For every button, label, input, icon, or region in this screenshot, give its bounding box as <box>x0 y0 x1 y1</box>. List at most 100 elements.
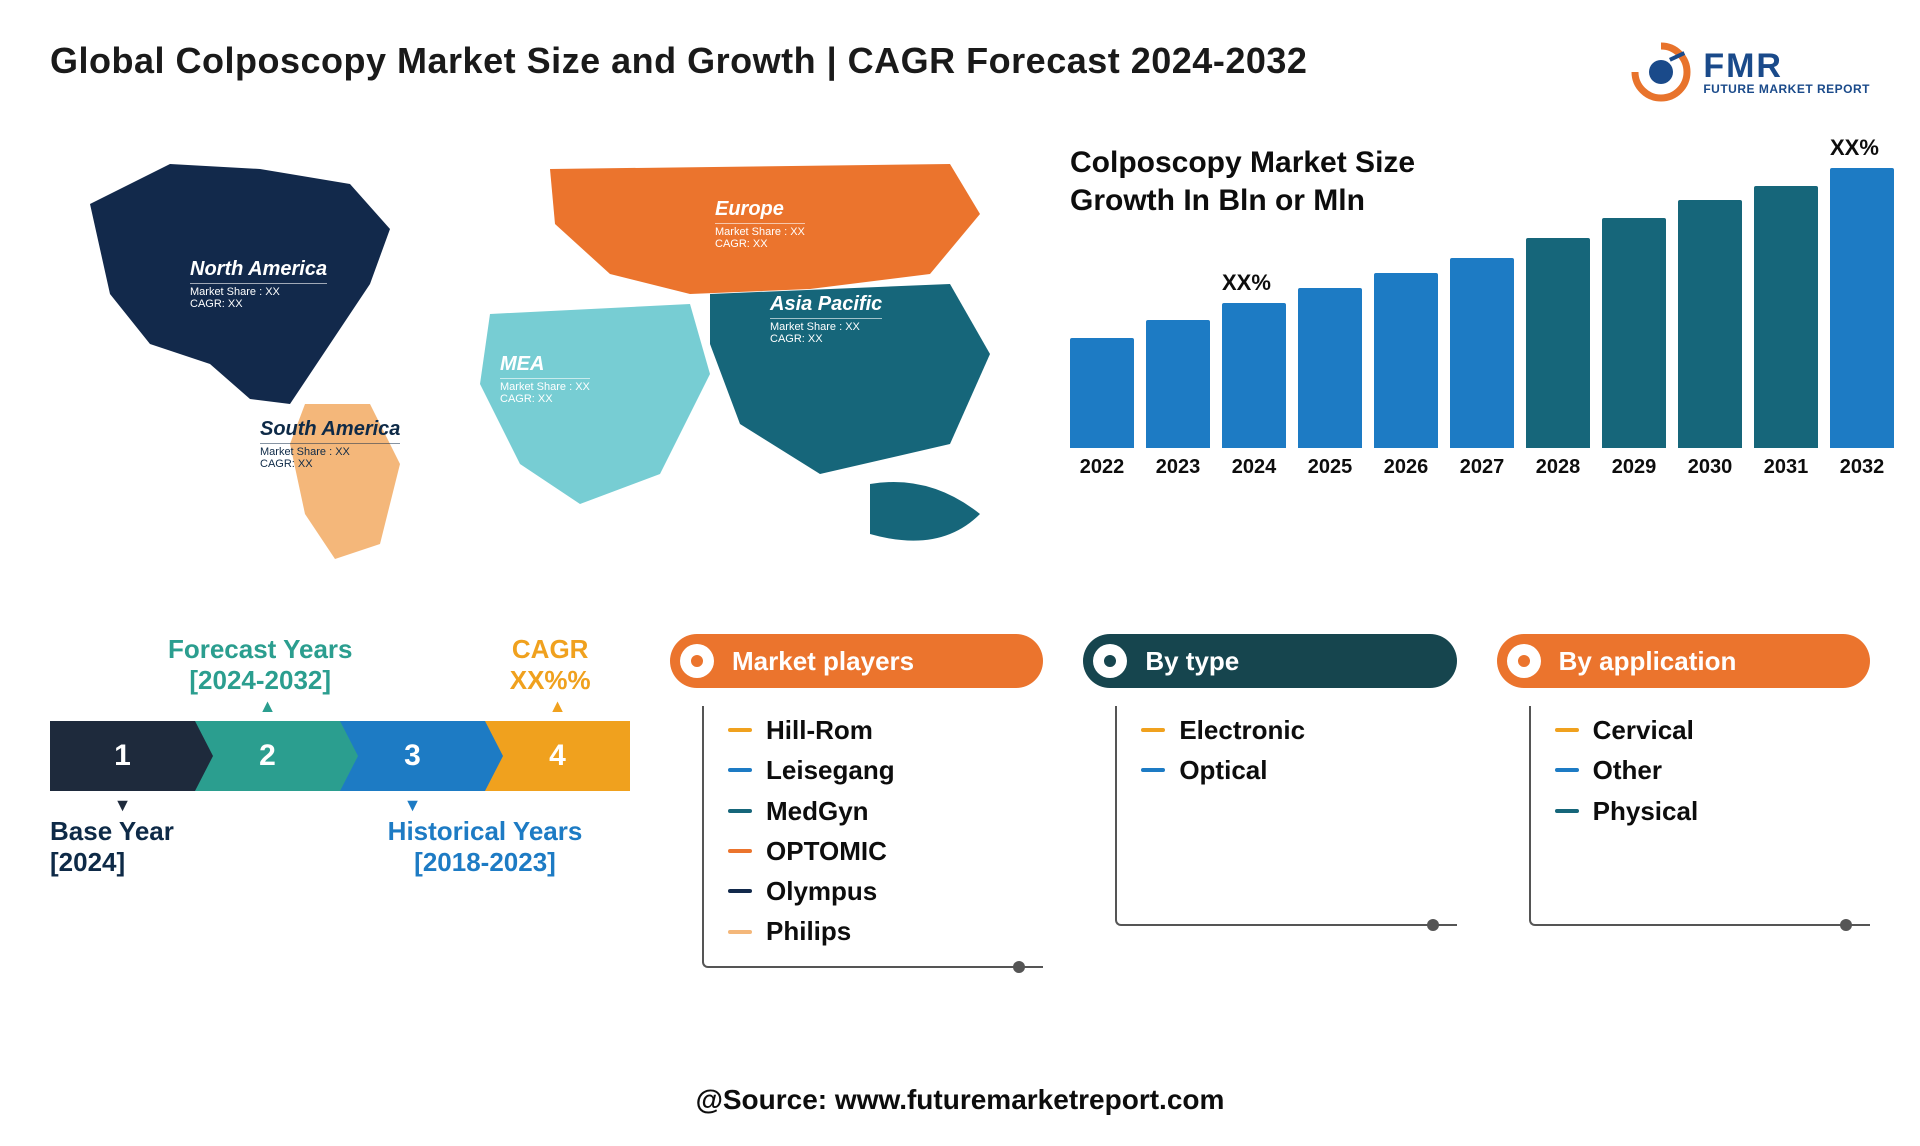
world-map: North AmericaMarket Share : XXCAGR: XX So… <box>50 144 1010 564</box>
region-label: North AmericaMarket Share : XXCAGR: XX <box>190 259 327 310</box>
tick-icon <box>728 728 752 732</box>
by-type-title: By type <box>1145 646 1239 677</box>
timeline-segment: 1 <box>50 721 195 791</box>
fmr-logo-icon <box>1629 40 1693 104</box>
list-item-label: Physical <box>1593 791 1699 831</box>
logo-text-main: FMR <box>1703 49 1870 83</box>
list-item: Other <box>1555 750 1870 790</box>
tick-icon <box>728 889 752 893</box>
historical-label: Historical Years [2018-2023] <box>340 816 630 878</box>
bar-year-label: 2030 <box>1688 456 1733 479</box>
by-application-title: By application <box>1559 646 1737 677</box>
bar-year-label: 2024 <box>1232 456 1277 479</box>
tick-icon <box>728 768 752 772</box>
bar <box>1526 238 1590 448</box>
bar <box>1070 338 1134 448</box>
bar-column: 2026 <box>1374 273 1438 479</box>
timeline-segment: 3 <box>340 721 485 791</box>
by-type-header: By type <box>1083 634 1456 688</box>
fmr-logo: FMR FUTURE MARKET REPORT <box>1629 40 1870 104</box>
bar <box>1678 200 1742 448</box>
bar-year-label: 2025 <box>1308 456 1353 479</box>
by-application-list: CervicalOtherPhysical <box>1529 706 1870 926</box>
list-item-label: Olympus <box>766 871 877 911</box>
bullet-icon <box>1507 644 1541 678</box>
bar-year-label: 2023 <box>1156 456 1201 479</box>
bar <box>1754 186 1818 448</box>
list-item-label: Electronic <box>1179 710 1305 750</box>
list-item: MedGyn <box>728 791 1043 831</box>
bar-callout: XX% <box>1222 270 1271 296</box>
list-item-label: Leisegang <box>766 750 895 790</box>
bar-year-label: 2027 <box>1460 456 1505 479</box>
bar <box>1298 288 1362 448</box>
tick-icon <box>728 930 752 934</box>
tick-icon <box>1555 768 1579 772</box>
market-players-list: Hill-RomLeisegangMedGynOPTOMICOlympusPhi… <box>702 706 1043 968</box>
tick-icon <box>1141 768 1165 772</box>
region-label: MEAMarket Share : XXCAGR: XX <box>500 354 590 405</box>
list-item: Hill-Rom <box>728 710 1043 750</box>
bar-column: 2022 <box>1070 338 1134 479</box>
region-label: EuropeMarket Share : XXCAGR: XX <box>715 199 805 250</box>
bar-year-label: 2028 <box>1536 456 1581 479</box>
by-type-list: ElectronicOptical <box>1115 706 1456 926</box>
base-year-label: Base Year [2024] <box>50 816 340 878</box>
bar-year-label: 2029 <box>1612 456 1657 479</box>
bar-column: 2031 <box>1754 186 1818 479</box>
bullet-icon <box>680 644 714 678</box>
bar-column: 2025 <box>1298 288 1362 479</box>
bar <box>1450 258 1514 448</box>
tick-icon <box>728 809 752 813</box>
forecast-label: Forecast Years [2024-2032] <box>168 634 353 696</box>
list-item: Physical <box>1555 791 1870 831</box>
list-item-label: Optical <box>1179 750 1267 790</box>
list-item-label: Hill-Rom <box>766 710 873 750</box>
by-application-header: By application <box>1497 634 1870 688</box>
timeline-bar: 1234 <box>50 721 630 791</box>
region-label: Asia PacificMarket Share : XXCAGR: XX <box>770 294 882 345</box>
bar-chart: Colposcopy Market Size Growth In Bln or … <box>1050 144 1894 564</box>
bar <box>1374 273 1438 448</box>
timeline-segment: 4 <box>485 721 630 791</box>
list-item: Cervical <box>1555 710 1870 750</box>
bar <box>1830 168 1894 448</box>
list-item: OPTOMIC <box>728 831 1043 871</box>
bar-year-label: 2031 <box>1764 456 1809 479</box>
bar-callout: XX% <box>1830 135 1879 161</box>
bar-column: 2028 <box>1526 238 1590 479</box>
bar-column: 2023 <box>1146 320 1210 479</box>
list-item: Electronic <box>1141 710 1456 750</box>
page-title: Global Colposcopy Market Size and Growth… <box>50 40 1307 82</box>
market-players-column: Market players Hill-RomLeisegangMedGynOP… <box>670 634 1043 968</box>
market-players-title: Market players <box>732 646 914 677</box>
bullet-icon <box>1093 644 1127 678</box>
market-players-header: Market players <box>670 634 1043 688</box>
bar-year-label: 2026 <box>1384 456 1429 479</box>
tick-icon <box>1141 728 1165 732</box>
by-application-column: By application CervicalOtherPhysical <box>1497 634 1870 968</box>
list-item-label: Cervical <box>1593 710 1694 750</box>
cagr-label: CAGR XX%% <box>510 634 591 696</box>
bar-chart-bars: 2022 2023 2024 2025 2026 2027 2028 2029 2030 2031… <box>1070 189 1894 479</box>
timeline: Forecast Years [2024-2032] CAGR XX%% ▲▲ … <box>50 634 630 968</box>
bar-column: 2030 <box>1678 200 1742 479</box>
bar-column: 2029 <box>1602 218 1666 479</box>
logo-text-sub: FUTURE MARKET REPORT <box>1703 83 1870 95</box>
timeline-segment: 2 <box>195 721 340 791</box>
source-attribution: @Source: www.futuremarketreport.com <box>0 1084 1920 1116</box>
bar-column: 2032 <box>1830 168 1894 479</box>
bar <box>1602 218 1666 448</box>
list-item: Optical <box>1141 750 1456 790</box>
tick-icon <box>728 849 752 853</box>
bar-year-label: 2032 <box>1840 456 1885 479</box>
bar <box>1222 303 1286 448</box>
bar-column: 2024 <box>1222 303 1286 479</box>
list-item: Philips <box>728 911 1043 951</box>
region-label: South AmericaMarket Share : XXCAGR: XX <box>260 419 400 470</box>
bar-year-label: 2022 <box>1080 456 1125 479</box>
list-item-label: MedGyn <box>766 791 869 831</box>
list-item-label: Philips <box>766 911 851 951</box>
bar <box>1146 320 1210 448</box>
by-type-column: By type ElectronicOptical <box>1083 634 1456 968</box>
